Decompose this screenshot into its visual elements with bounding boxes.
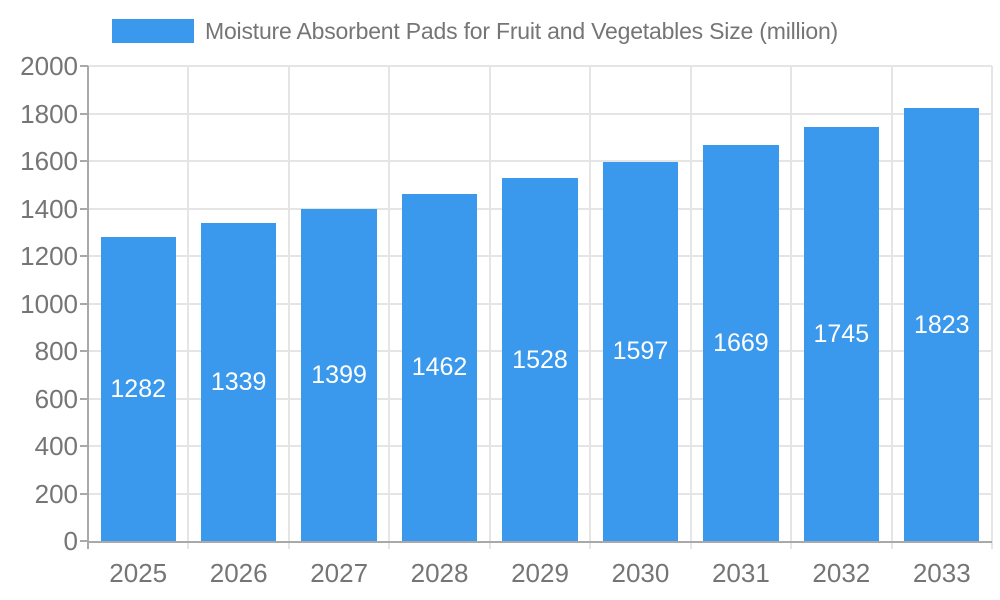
y-gridline bbox=[88, 65, 992, 67]
bar: 1282 bbox=[100, 236, 176, 541]
bar-value-label: 1282 bbox=[110, 374, 167, 403]
x-axis-label: 2032 bbox=[812, 558, 871, 588]
bar: 1597 bbox=[602, 161, 679, 541]
y-axis-tick bbox=[80, 207, 88, 210]
bar-value-label: 1745 bbox=[813, 319, 870, 348]
y-axis-label: 0 bbox=[63, 526, 78, 556]
y-axis-tick bbox=[80, 397, 88, 400]
x-gridline bbox=[187, 66, 190, 549]
bar: 1669 bbox=[703, 144, 779, 541]
y-axis-tick bbox=[80, 65, 88, 67]
y-axis-tick bbox=[80, 492, 88, 495]
x-axis-label: 2027 bbox=[310, 558, 369, 588]
y-axis-label: 1800 bbox=[20, 98, 78, 129]
bar: 1399 bbox=[301, 208, 377, 541]
legend-swatch bbox=[112, 19, 194, 43]
chart-title: Moisture Absorbent Pads for Fruit and Ve… bbox=[205, 18, 838, 44]
x-gridline bbox=[790, 66, 793, 549]
bar-value-label: 1462 bbox=[411, 353, 468, 382]
y-axis-label: 1600 bbox=[20, 146, 78, 176]
y-axis-tick bbox=[80, 540, 88, 542]
bar-value-label: 1339 bbox=[210, 367, 267, 396]
x-axis-label: 2033 bbox=[912, 558, 971, 588]
x-gridline bbox=[589, 66, 592, 549]
y-axis-label: 600 bbox=[34, 383, 78, 414]
y-axis-tick bbox=[80, 302, 88, 305]
bar: 1528 bbox=[502, 178, 578, 541]
x-axis-label: 2025 bbox=[109, 558, 168, 588]
x-axis-label: 2031 bbox=[711, 558, 770, 588]
y-axis-tick bbox=[80, 350, 88, 352]
x-axis-line bbox=[88, 541, 992, 543]
bar-value-label: 1597 bbox=[612, 337, 669, 366]
y-gridline bbox=[88, 112, 992, 115]
y-axis-label: 800 bbox=[34, 336, 78, 366]
x-axis-label: 2026 bbox=[209, 558, 268, 588]
x-gridline bbox=[488, 66, 491, 549]
y-gridline bbox=[88, 160, 992, 162]
y-axis-label: 200 bbox=[34, 478, 78, 509]
x-gridline bbox=[287, 66, 290, 549]
y-axis-tick bbox=[80, 112, 88, 115]
x-axis-label: 2028 bbox=[410, 558, 469, 588]
y-axis-label: 400 bbox=[34, 431, 78, 461]
x-axis-label: 2029 bbox=[511, 558, 569, 588]
y-axis-label: 2000 bbox=[20, 51, 78, 81]
x-axis-label: 2030 bbox=[611, 558, 670, 588]
bar-value-label: 1669 bbox=[713, 328, 769, 357]
y-axis-label: 1200 bbox=[20, 241, 78, 271]
bar-value-label: 1823 bbox=[913, 310, 970, 339]
bar: 1462 bbox=[401, 193, 478, 541]
bar: 1823 bbox=[904, 108, 980, 541]
x-gridline bbox=[991, 66, 993, 549]
bar: 1745 bbox=[803, 126, 879, 541]
y-axis-tick bbox=[80, 255, 88, 257]
y-axis-line bbox=[87, 66, 89, 549]
bar: 1339 bbox=[201, 222, 277, 541]
y-axis-label: 1400 bbox=[20, 193, 78, 224]
y-axis-tick bbox=[80, 445, 88, 447]
bar-value-label: 1399 bbox=[311, 360, 367, 389]
x-gridline bbox=[890, 66, 893, 549]
y-axis-label: 1000 bbox=[20, 288, 78, 319]
x-gridline bbox=[689, 66, 692, 549]
y-axis-tick bbox=[80, 160, 88, 162]
legend-item[interactable]: Moisture Absorbent Pads for Fruit and Ve… bbox=[112, 17, 838, 45]
bar-value-label: 1528 bbox=[512, 345, 568, 374]
x-gridline bbox=[388, 66, 391, 549]
